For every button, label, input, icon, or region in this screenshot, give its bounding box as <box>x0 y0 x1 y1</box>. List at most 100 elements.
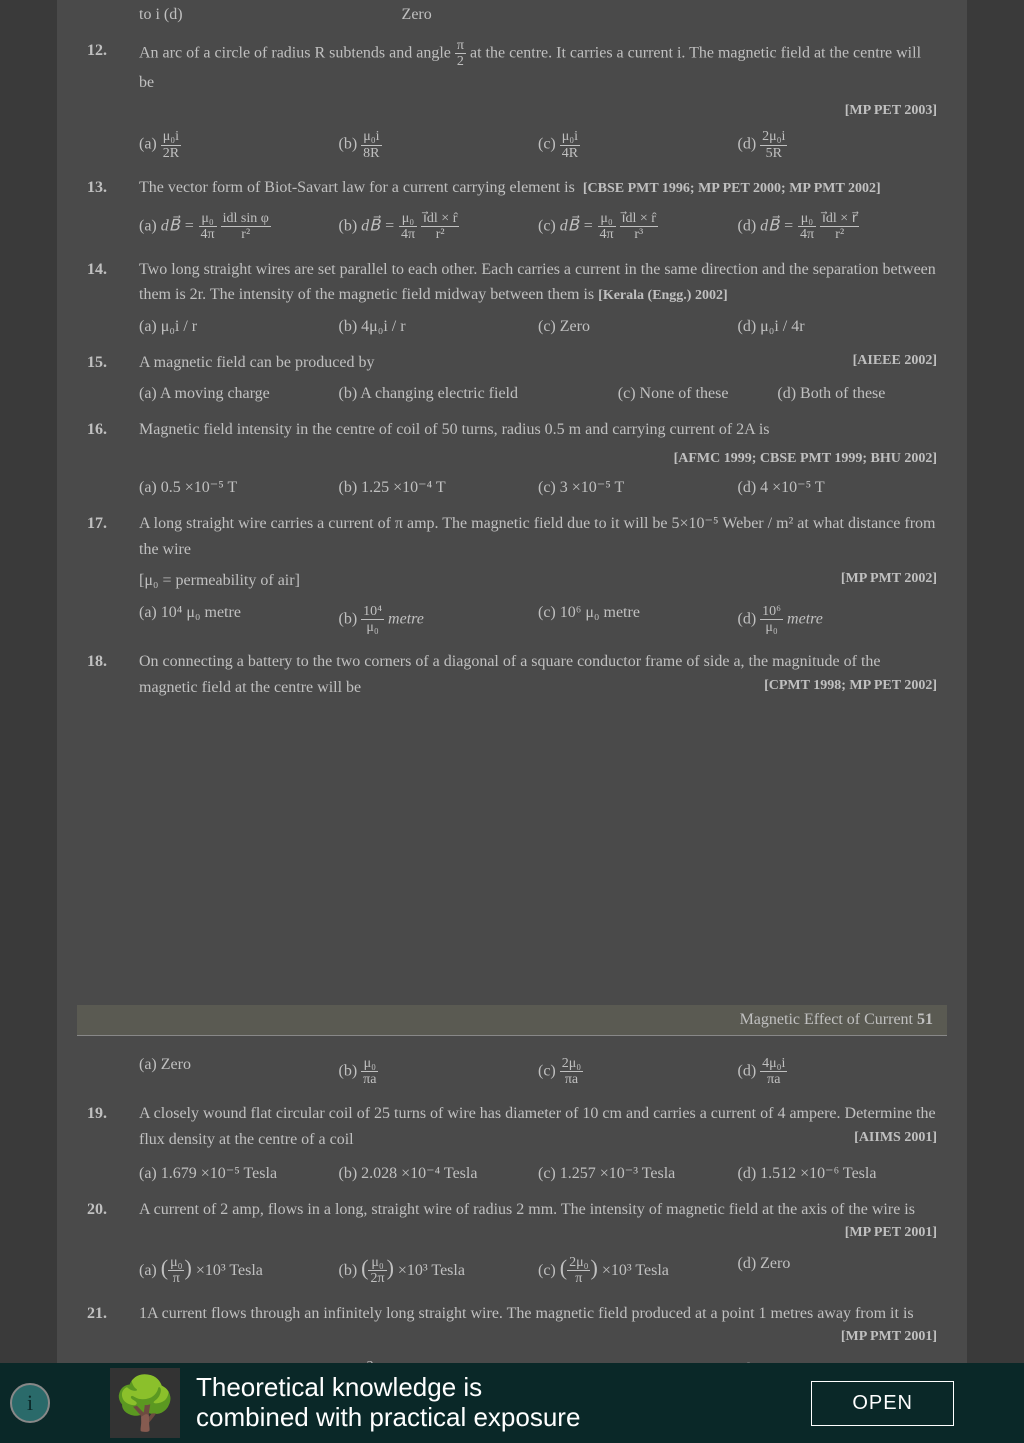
q12-opt-a: (a) μ₀i2R <box>139 129 339 161</box>
n: i⃗dl × r̂ <box>421 211 459 227</box>
tail: metre <box>787 610 823 627</box>
qnum: 17. <box>87 511 139 594</box>
tail: ×10³ Tesla <box>602 1262 669 1279</box>
opt-label: (b) <box>339 1262 358 1279</box>
question-20: 20. A current of 2 amp, flows in a long,… <box>87 1189 937 1249</box>
question-17: 17. A long straight wire carries a curre… <box>87 503 937 598</box>
opt-label: (b) <box>339 136 358 153</box>
qnum: 12. <box>87 38 139 95</box>
d: πa <box>560 1072 583 1087</box>
q18-opt-d: (d) 4μ₀iπa <box>738 1056 938 1088</box>
q21-source: [MP PMT 2001] <box>841 1326 937 1348</box>
d: 5R <box>760 146 787 161</box>
question-19: 19. A closely wound flat circular coil o… <box>87 1093 937 1156</box>
d: 4π <box>399 227 417 242</box>
q14-source: [Kerala (Engg.) 2002] <box>598 288 727 303</box>
d: μ₀ <box>361 620 384 635</box>
q18-options: (a) Zero (b) μ₀πa (c) 2μ₀πa (d) 4μ₀iπa <box>87 1050 937 1094</box>
q15-text: A magnetic field can be produced by <box>139 350 374 376</box>
q19-opt-d: (d) 1.512 ×10⁻⁶ Tesla <box>738 1163 938 1183</box>
frac-num: π <box>455 38 466 54</box>
qtext: A current of 2 amp, flows in a long, str… <box>139 1197 937 1245</box>
open-button[interactable]: OPEN <box>811 1381 954 1426</box>
q15-opt-d: (d) Both of these <box>777 385 937 403</box>
lhs: dB⃗ = <box>560 217 594 234</box>
d: 4π <box>798 227 816 242</box>
q17-source: [MP PMT 2002] <box>841 568 937 594</box>
q14-opt-a: (a) μ₀i / r <box>139 318 339 336</box>
n: μ₀i <box>361 129 381 145</box>
lhs: dB⃗ = <box>361 217 395 234</box>
q19-options: (a) 1.679 ×10⁻⁵ Tesla (b) 2.028 ×10⁻⁴ Te… <box>87 1157 937 1189</box>
opt-frac: 10⁴μ₀ <box>361 604 384 636</box>
qtext: A closely wound flat circular coil of 25… <box>139 1101 937 1152</box>
q17-opt-b: (b) 10⁴μ₀ metre <box>339 604 539 636</box>
qtext: Two long straight wires are set parallel… <box>139 257 937 308</box>
q13-opt-d: (d) dB⃗ = μ₀4π i⃗dl × r⃗r² <box>738 211 938 243</box>
d: πa <box>361 1072 378 1087</box>
partial-top-line: to i (d) Zero <box>87 0 937 30</box>
n: 4μ₀i <box>760 1056 787 1072</box>
ad-text: Theoretical knowledge is combined with p… <box>196 1373 580 1433</box>
d: r² <box>221 227 271 242</box>
qnum: 13. <box>87 175 139 201</box>
question-21: 21. 1A current flows through an infinite… <box>87 1293 937 1353</box>
q17-options: (a) 10⁴ μ₀ metre (b) 10⁴μ₀ metre (c) 10⁶… <box>87 598 937 642</box>
ad-line1: Theoretical knowledge is <box>196 1373 580 1403</box>
f2: i⃗dl × r̂r² <box>421 211 459 243</box>
n: 2μ₀ <box>560 1056 583 1072</box>
tail: metre <box>388 610 424 627</box>
opt-label: (b) <box>339 217 358 234</box>
opt-label: (c) <box>538 217 556 234</box>
n: μ₀ <box>399 211 417 227</box>
opt-label: (b) <box>339 610 358 627</box>
q16-opt-c: (c) 3 ×10⁻⁵ T <box>538 477 738 497</box>
q20-opt-a: (a) (μ₀π) ×10³ Tesla <box>139 1255 339 1287</box>
opt-label: (d) <box>738 136 757 153</box>
f2: i⃗dl × r̂r³ <box>620 211 658 243</box>
q12-opt-d: (d) 2μ₀i5R <box>738 129 938 161</box>
q17-text: A long straight wire carries a current o… <box>139 515 935 558</box>
qtext: 1A current flows through an infinitely l… <box>139 1301 937 1349</box>
qtext: On connecting a battery to the two corne… <box>139 649 937 700</box>
qtext: An arc of a circle of radius R subtends … <box>139 38 937 95</box>
d: 2R <box>161 146 181 161</box>
opt-label: (a) <box>139 217 157 234</box>
n: 10⁶ <box>760 604 783 620</box>
ad-logo-icon: 🌳 <box>110 1368 180 1438</box>
opt-frac: 4μ₀iπa <box>760 1056 787 1088</box>
q14-opt-b: (b) 4μ₀i / r <box>339 318 539 336</box>
opt-frac: μ₀πa <box>361 1056 378 1088</box>
opt-frac: 10⁶μ₀ <box>760 604 783 636</box>
q19-source: [AIIMS 2001] <box>854 1127 937 1149</box>
q13-source: [CBSE PMT 1996; MP PET 2000; MP PMT 2002… <box>583 181 881 196</box>
opt-frac: μ₀i4R <box>560 129 580 161</box>
f2: idl sin φr² <box>221 211 271 243</box>
info-glyph: i <box>27 1390 33 1416</box>
n: μ₀i <box>560 129 580 145</box>
q13-options: (a) dB⃗ = μ₀4π idl sin φr² (b) dB⃗ = μ₀4… <box>87 205 937 249</box>
opt-frac: μ₀i8R <box>361 129 381 161</box>
opt-label: (a) <box>139 136 157 153</box>
qnum: 19. <box>87 1101 139 1152</box>
qtext: A magnetic field can be produced by [AIE… <box>139 350 937 376</box>
n: i⃗dl × r̂ <box>620 211 658 227</box>
q15-source: [AIEEE 2002] <box>853 350 937 376</box>
d: 8R <box>361 146 381 161</box>
q12-fraction: π 2 <box>455 38 466 70</box>
n: idl sin φ <box>221 211 271 227</box>
info-icon[interactable]: i <box>10 1383 50 1423</box>
qnum: 18. <box>87 649 139 700</box>
n: i⃗dl × r⃗ <box>820 211 859 227</box>
opt-frac: μ₀2π <box>368 1255 386 1287</box>
qnum: 15. <box>87 350 139 376</box>
opt-label: (d) <box>738 1062 757 1079</box>
q14-opt-c: (c) Zero <box>538 318 738 336</box>
q20-opt-d: (d) Zero <box>738 1255 938 1287</box>
question-12: 12. An arc of a circle of radius R subte… <box>87 30 937 99</box>
q16-options: (a) 0.5 ×10⁻⁵ T (b) 1.25 ×10⁻⁴ T (c) 3 ×… <box>87 471 937 503</box>
ad-bar: i 🌳 Theoretical knowledge is combined wi… <box>0 1363 1024 1443</box>
q19-opt-b: (b) 2.028 ×10⁻⁴ Tesla <box>339 1163 539 1183</box>
question-18: 18. On connecting a battery to the two c… <box>87 641 937 704</box>
q15-opt-a: (a) A moving charge <box>139 385 339 403</box>
